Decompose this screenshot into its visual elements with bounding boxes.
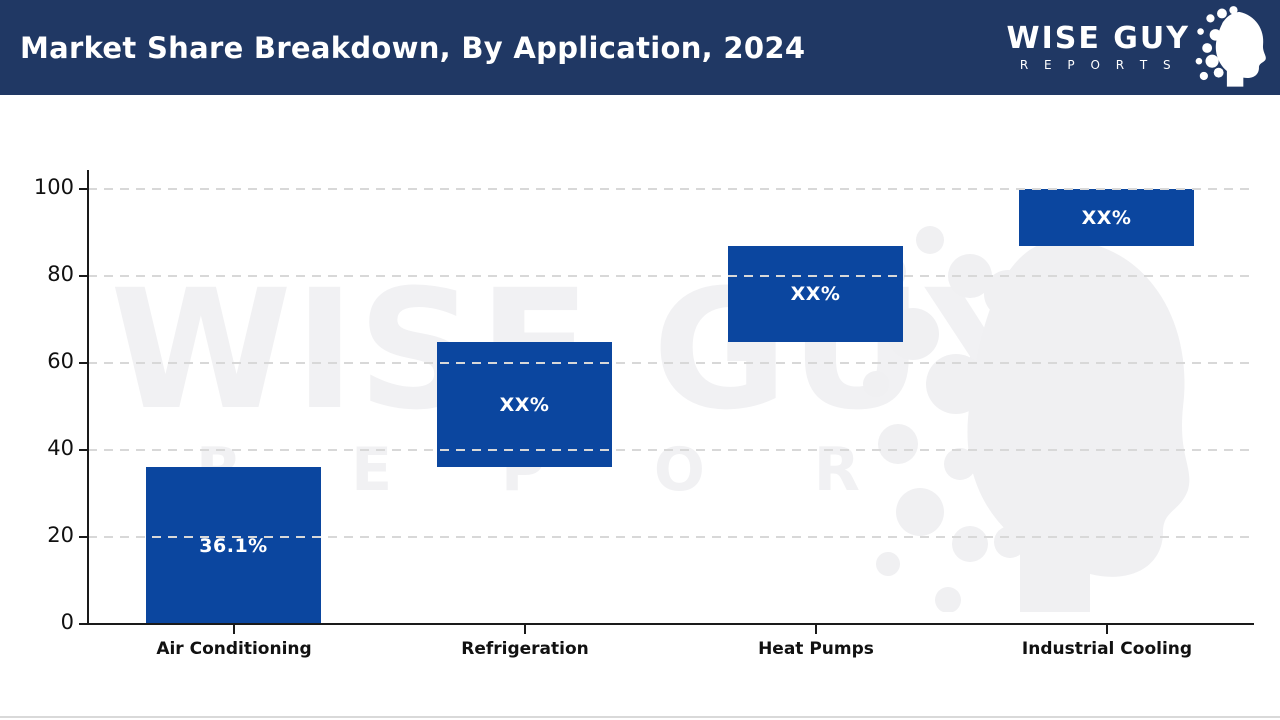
x-axis-tick [1106,625,1108,634]
x-axis-line [87,623,1254,625]
chart-header: Market Share Breakdown, By Application, … [0,0,1280,95]
brand-subtitle: R E P O R T S [1019,57,1177,72]
brand-face-icon [1195,5,1266,87]
y-axis-tick [79,188,88,190]
x-axis-tick [815,625,817,634]
brand-logo: WISE GUY R E P O R T S [1006,5,1268,90]
y-axis-tick [79,362,88,364]
y-axis-tick-label: 100 [33,175,74,199]
brand-logo-text: WISE GUY R E P O R T S [1006,20,1190,72]
bar-value-label: XX% [499,393,550,416]
bar-segment: XX% [728,246,903,342]
y-axis-tick [79,449,88,451]
gridline [88,449,1252,451]
footer-divider [0,716,1280,718]
y-axis-tick-label: 80 [47,262,74,286]
y-axis-line [87,170,89,625]
gridline [88,536,1252,538]
watermark-head-dots-icon [863,226,1190,612]
x-axis-tick-label: Refrigeration [461,639,589,659]
bar-segment: XX% [1019,189,1194,246]
brand-name: WISE GUY [1006,20,1190,56]
x-axis-tick-label: Heat Pumps [758,639,874,659]
bar-segment: 36.1% [146,467,321,624]
y-axis-tick-label: 40 [47,436,74,460]
y-axis-tick [79,275,88,277]
bar-value-label: XX% [790,283,841,305]
y-axis-tick-label: 20 [47,523,74,547]
x-axis-tick-label: Air Conditioning [156,639,312,659]
gridline [88,188,1252,190]
bar-value-label: 36.1% [199,534,268,557]
x-axis-tick [233,625,235,634]
x-axis-tick [524,625,526,634]
page-title: Market Share Breakdown, By Application, … [20,30,806,65]
y-axis-tick [79,536,88,538]
y-axis-tick-label: 0 [60,610,74,634]
gridline [88,275,1252,277]
y-axis-tick-label: 60 [47,349,74,373]
x-axis-tick-label: Industrial Cooling [1021,639,1193,659]
y-axis-tick [79,623,88,625]
bar-value-label: XX% [1081,206,1132,229]
gridline [88,362,1252,364]
